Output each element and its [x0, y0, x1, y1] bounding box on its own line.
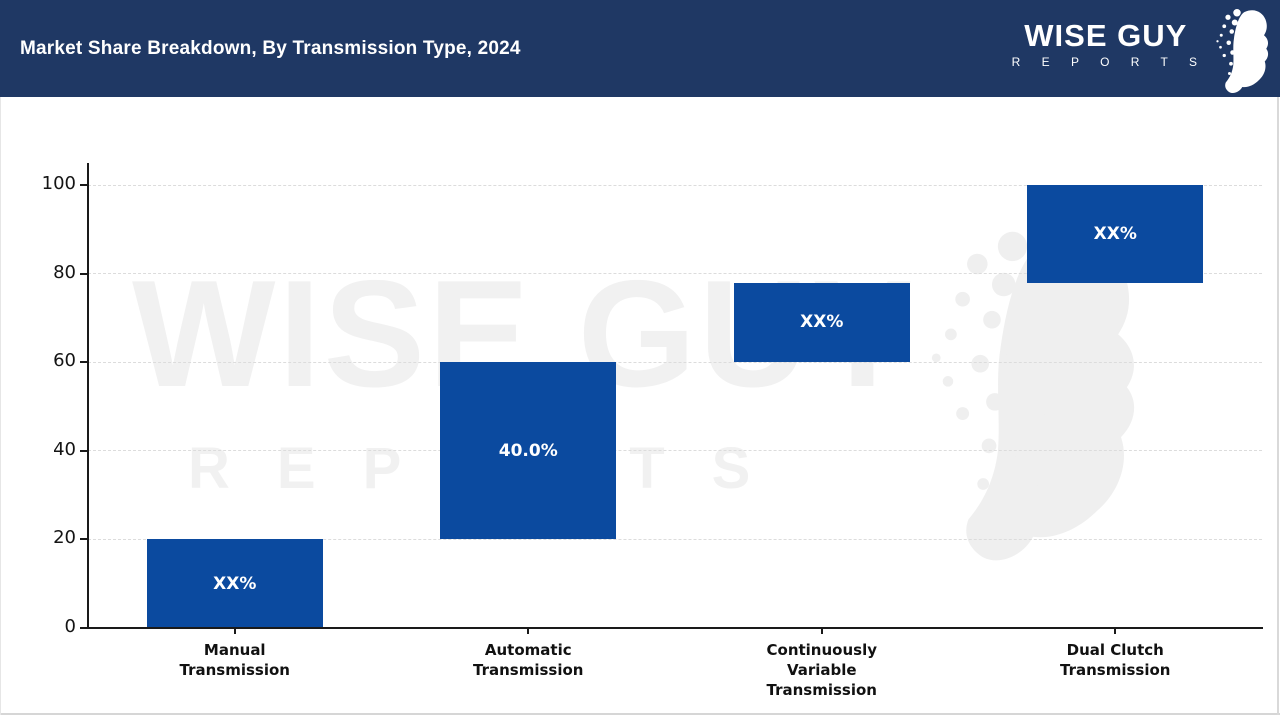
wise-guy-reports-logo: WISE GUY R E P O R T S [1010, 4, 1272, 94]
y-gridline [88, 450, 1262, 452]
y-gridline [88, 538, 1262, 540]
x-category-label: Dual Clutch Transmission [1060, 641, 1171, 679]
y-tick-mark [80, 627, 88, 629]
y-tick-label: 80 [53, 261, 76, 283]
y-tick-mark [80, 538, 88, 541]
y-tick-mark [80, 449, 88, 452]
y-gridline [88, 273, 1262, 275]
y-gridline [88, 184, 1262, 186]
x-axis-line [87, 627, 1263, 629]
page-bottom-border [0, 713, 1280, 715]
y-tick-label: 40 [53, 438, 76, 460]
y-tick-label: 0 [64, 616, 76, 637]
y-tick-mark [80, 361, 88, 364]
bar: XX% [733, 282, 910, 363]
page-left-border [0, 97, 1, 715]
y-axis-line [87, 163, 89, 629]
dotted-face-icon [1198, 6, 1276, 96]
x-tick-mark [233, 629, 236, 634]
x-tick-mark [527, 629, 530, 634]
x-category-label: Automatic Transmission [473, 641, 584, 679]
bar-value-label: XX% [1093, 223, 1137, 244]
header-bar: Market Share Breakdown, By Transmission … [0, 0, 1280, 97]
y-tick-label: 60 [53, 350, 76, 372]
x-category-label: Manual Transmission [179, 641, 290, 679]
x-category-label: Continuously Variable Transmission [766, 641, 878, 699]
y-tick-label: 100 [41, 173, 76, 195]
chart-title: Market Share Breakdown, By Transmission … [20, 37, 521, 59]
y-tick-mark [80, 272, 88, 275]
bar: 40.0% [440, 362, 617, 540]
x-tick-mark [820, 629, 823, 634]
bar: XX% [1027, 185, 1204, 283]
bar: XX% [146, 539, 323, 628]
bar-value-label: 40.0% [498, 440, 558, 461]
logo-subtitle: R E P O R T S [1011, 55, 1206, 69]
bar-value-label: XX% [800, 312, 844, 333]
x-tick-mark [1114, 629, 1117, 634]
y-tick-label: 20 [53, 527, 76, 549]
y-tick-mark [80, 184, 88, 187]
page-right-border [1277, 97, 1279, 715]
y-gridline [88, 361, 1262, 363]
logo-text: WISE GUY R E P O R T S [1006, 20, 1206, 69]
bar-value-label: XX% [213, 573, 257, 594]
logo-wordmark: WISE GUY [1024, 18, 1188, 53]
